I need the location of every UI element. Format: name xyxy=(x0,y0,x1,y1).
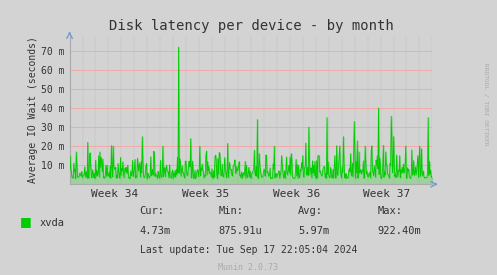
Text: 5.97m: 5.97m xyxy=(298,226,330,236)
Text: 922.40m: 922.40m xyxy=(378,226,421,236)
Text: Min:: Min: xyxy=(219,207,244,216)
Text: Munin 2.0.73: Munin 2.0.73 xyxy=(219,263,278,271)
Y-axis label: Average IO Wait (seconds): Average IO Wait (seconds) xyxy=(28,37,38,183)
Title: Disk latency per device - by month: Disk latency per device - by month xyxy=(109,19,393,33)
Text: Max:: Max: xyxy=(378,207,403,216)
Text: 875.91u: 875.91u xyxy=(219,226,262,236)
Text: 4.73m: 4.73m xyxy=(139,226,170,236)
Text: Last update: Tue Sep 17 22:05:04 2024: Last update: Tue Sep 17 22:05:04 2024 xyxy=(140,245,357,255)
Text: Avg:: Avg: xyxy=(298,207,323,216)
Text: Cur:: Cur: xyxy=(139,207,164,216)
Text: xvda: xvda xyxy=(40,218,65,227)
Text: RRDTOOL / TOBI OETIKER: RRDTOOL / TOBI OETIKER xyxy=(484,63,489,146)
Text: ■: ■ xyxy=(20,216,32,229)
